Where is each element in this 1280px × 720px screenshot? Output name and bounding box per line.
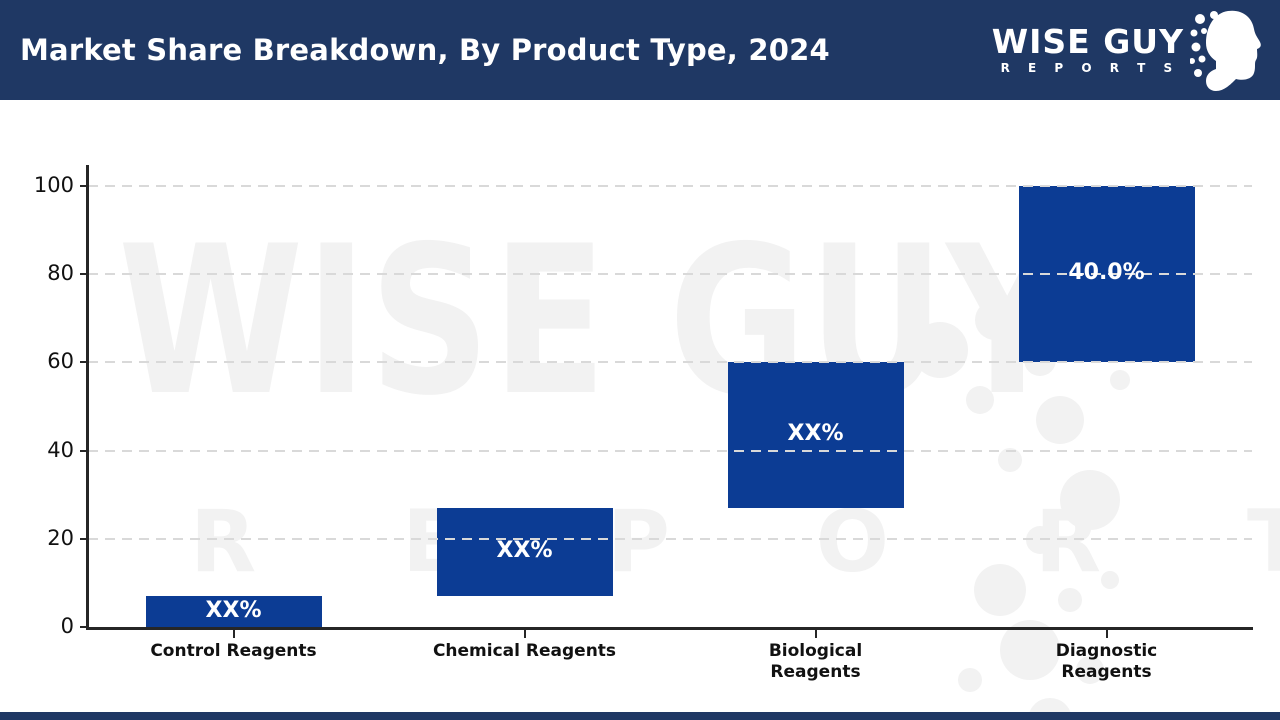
y-tick-mark-20 xyxy=(80,537,88,540)
gridline-20 xyxy=(88,537,1252,540)
y-tick-mark-60 xyxy=(80,361,88,364)
watermark-wordmark: WISE GUY xyxy=(118,203,1070,441)
logo: WISE GUY R E P O R T S xyxy=(992,7,1262,93)
y-tick-label-60: 60 xyxy=(47,349,74,374)
bar-1 xyxy=(436,507,613,597)
logo-text: WISE GUY R E P O R T S xyxy=(991,22,1184,76)
gridline-60 xyxy=(88,361,1252,364)
x-category-label-3: Diagnostic Reagents xyxy=(1055,641,1158,682)
x-tick-mark-3 xyxy=(1105,630,1108,638)
bar-value-label-3: 40.0% xyxy=(1068,260,1145,286)
bar-value-label-2: XX% xyxy=(787,421,844,447)
y-tick-label-40: 40 xyxy=(47,437,74,462)
logo-wordmark: WISE GUY xyxy=(991,22,1184,61)
x-axis-line xyxy=(86,627,1253,630)
footer-bar xyxy=(0,712,1280,720)
y-tick-mark-40 xyxy=(80,449,88,452)
gridline-80 xyxy=(88,273,1252,276)
bar-value-label-1: XX% xyxy=(496,538,553,564)
y-tick-mark-100 xyxy=(80,185,88,187)
header: Market Share Breakdown, By Product Type,… xyxy=(0,0,1280,100)
y-tick-label-20: 20 xyxy=(47,525,74,550)
plot-area: WISE GUY R E P O R T S XX%XX%XX%40.0% 02… xyxy=(0,100,1280,720)
x-tick-mark-1 xyxy=(523,630,526,638)
gridline-100 xyxy=(88,185,1252,187)
bar-0 xyxy=(145,596,322,627)
x-category-label-1: Chemical Reagents xyxy=(432,641,617,661)
x-category-label-2: Biological Reagents xyxy=(768,641,863,682)
x-category-label-0: Control Reagents xyxy=(150,641,317,661)
y-axis-line xyxy=(86,165,89,630)
x-tick-mark-0 xyxy=(232,630,235,638)
logo-face-icon xyxy=(1190,10,1261,92)
x-tick-mark-2 xyxy=(814,630,817,638)
page-title: Market Share Breakdown, By Product Type,… xyxy=(20,33,830,67)
y-tick-label-0: 0 xyxy=(60,614,74,638)
gridline-40 xyxy=(88,449,1252,452)
y-tick-mark-80 xyxy=(80,273,88,276)
bar-2 xyxy=(727,362,904,508)
y-tick-mark-0 xyxy=(80,626,88,628)
logo-subtext: R E P O R T S xyxy=(1000,61,1180,75)
bar-value-label-0: XX% xyxy=(205,597,262,623)
y-tick-label-100: 100 xyxy=(33,173,74,197)
y-tick-label-80: 80 xyxy=(47,261,74,286)
